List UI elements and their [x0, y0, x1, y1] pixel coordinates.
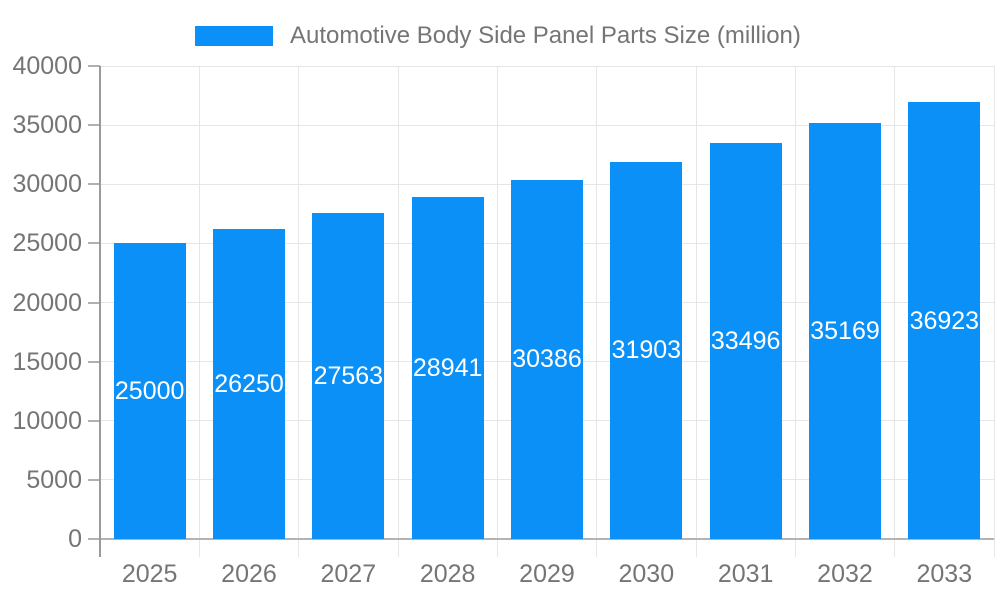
x-tick-label: 2025	[121, 560, 178, 588]
bar	[610, 161, 683, 539]
bar-value-label: 35169	[810, 317, 880, 346]
y-tick-label: 20000	[12, 288, 82, 317]
x-tick-label: 2030	[618, 560, 675, 588]
y-tick-label: 35000	[12, 111, 82, 140]
x-tick-label: 2031	[717, 560, 774, 588]
x-axis-line	[88, 538, 994, 540]
gridline-vertical	[298, 66, 300, 557]
gridline-vertical	[894, 66, 896, 557]
bar	[908, 102, 981, 539]
y-axis-tick	[88, 360, 100, 363]
y-tick-label: 40000	[12, 52, 82, 80]
bar	[809, 123, 881, 539]
gridline-vertical	[993, 66, 995, 557]
gridline-vertical	[794, 66, 796, 557]
y-axis-tick	[88, 301, 100, 304]
y-axis-tick	[88, 478, 100, 481]
bar	[511, 179, 583, 539]
gridline-vertical	[596, 66, 598, 557]
y-axis-tick	[88, 419, 100, 422]
bar	[213, 228, 285, 539]
x-tick-label: 2027	[320, 560, 377, 588]
y-tick-label: 0	[68, 525, 82, 553]
bar-value-label: 28941	[412, 353, 483, 382]
gridline-horizontal	[100, 65, 994, 67]
bar	[312, 213, 385, 539]
x-tick-label: 2026	[221, 560, 277, 588]
bar-value-label: 30386	[512, 345, 582, 374]
gridline-horizontal	[100, 124, 994, 126]
bar-value-label: 31903	[611, 336, 682, 365]
bar-value-label: 33496	[710, 326, 781, 355]
legend-label: Automotive Body Side Panel Parts Size (m…	[290, 22, 801, 49]
y-tick-label: 5000	[26, 465, 82, 494]
bar	[709, 142, 782, 539]
y-axis-tick	[88, 65, 100, 67]
y-tick-label: 10000	[12, 406, 82, 435]
y-axis-line	[99, 66, 101, 557]
y-tick-label: 15000	[12, 347, 82, 376]
bar-value-label: 26250	[214, 369, 284, 398]
gridline-vertical	[496, 66, 498, 557]
bar	[411, 196, 484, 539]
gridline-vertical	[695, 66, 697, 557]
x-tick-label: 2033	[916, 560, 973, 588]
x-tick-label: 2028	[419, 560, 476, 588]
gridline-vertical	[198, 66, 200, 557]
y-tick-label: 25000	[12, 229, 82, 258]
legend: Automotive Body Side Panel Parts Size (m…	[195, 22, 801, 50]
bar-value-label: 25000	[114, 377, 185, 406]
x-tick-label: 2032	[817, 560, 873, 588]
legend-swatch-icon	[195, 26, 273, 46]
bar-value-label: 27563	[313, 362, 384, 391]
bar	[113, 243, 186, 539]
y-axis-tick	[88, 183, 100, 186]
bar-value-label: 36923	[909, 306, 980, 335]
y-tick-label: 30000	[12, 170, 82, 199]
x-tick-label: 2029	[519, 560, 575, 588]
gridline-vertical	[397, 66, 399, 557]
y-axis-tick	[88, 124, 100, 127]
y-axis-tick	[88, 242, 100, 245]
